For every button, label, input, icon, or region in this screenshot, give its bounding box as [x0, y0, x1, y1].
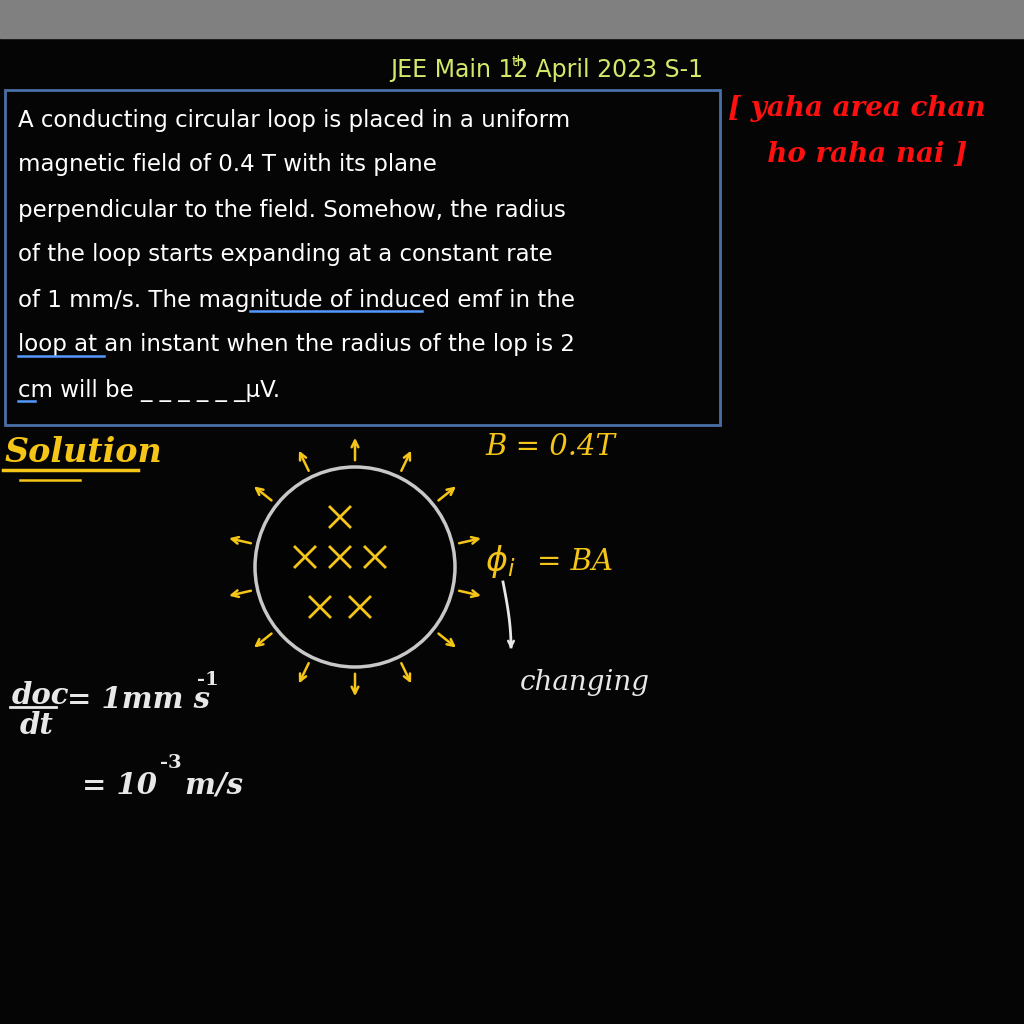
- Text: [ yaha area chan: [ yaha area chan: [728, 94, 986, 122]
- Text: = 10: = 10: [82, 770, 157, 800]
- Text: April 2023 S-1: April 2023 S-1: [528, 58, 703, 82]
- Text: of the loop starts expanding at a constant rate: of the loop starts expanding at a consta…: [18, 244, 553, 266]
- Text: = BA: = BA: [537, 548, 613, 575]
- Bar: [0, 0, 1024, 38]
- Text: JEE Main 12: JEE Main 12: [390, 58, 528, 82]
- Text: ho raha nai ]: ho raha nai ]: [748, 141, 968, 169]
- Text: magnetic field of 0.4 T with its plane: magnetic field of 0.4 T with its plane: [18, 154, 437, 176]
- Text: cm will be _ _ _ _ _ _μV.: cm will be _ _ _ _ _ _μV.: [18, 379, 281, 401]
- Text: -3: -3: [160, 754, 181, 772]
- Text: -1: -1: [197, 671, 219, 689]
- Text: m/s: m/s: [175, 770, 243, 800]
- Bar: [5, 90, 720, 425]
- Text: doc: doc: [12, 681, 70, 710]
- Text: changing: changing: [520, 669, 650, 695]
- Text: Solution: Solution: [5, 436, 163, 469]
- Text: A conducting circular loop is placed in a uniform: A conducting circular loop is placed in …: [18, 109, 570, 131]
- Text: loop at an instant when the radius of the lop is 2: loop at an instant when the radius of th…: [18, 334, 574, 356]
- Text: perpendicular to the field. Somehow, the radius: perpendicular to the field. Somehow, the…: [18, 199, 566, 221]
- Text: B = 0.4T: B = 0.4T: [485, 433, 614, 461]
- Text: $\phi_i$: $\phi_i$: [485, 544, 515, 581]
- Text: of 1 mm/s. The magnitude of induced emf in the: of 1 mm/s. The magnitude of induced emf …: [18, 289, 575, 311]
- Circle shape: [255, 467, 455, 667]
- Text: = 1mm s: = 1mm s: [67, 685, 210, 715]
- Text: th: th: [512, 55, 526, 69]
- Text: dt: dt: [20, 711, 54, 739]
